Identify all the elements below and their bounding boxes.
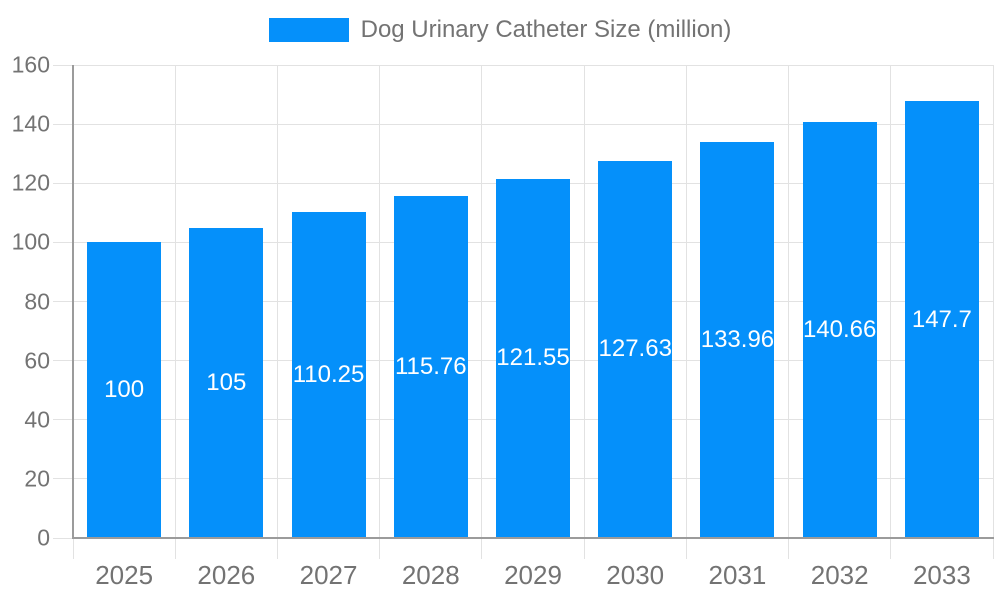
gridline-horizontal bbox=[73, 64, 993, 66]
y-axis-tick bbox=[53, 419, 73, 421]
gridline-vertical bbox=[992, 65, 994, 538]
y-axis-tick bbox=[53, 537, 73, 539]
x-axis-tick bbox=[379, 538, 381, 559]
y-axis-tick bbox=[53, 182, 73, 184]
bar-2027[interactable]: 110.25 bbox=[291, 212, 366, 538]
y-axis-tick bbox=[53, 123, 73, 125]
bar-value-label: 105 bbox=[206, 368, 247, 396]
x-axis-tick bbox=[685, 538, 687, 559]
bar-value-label: 133.96 bbox=[700, 325, 775, 353]
legend-label: Dog Urinary Catheter Size (million) bbox=[360, 16, 732, 43]
bar-2030[interactable]: 127.63 bbox=[598, 160, 673, 538]
y-axis-label: 0 bbox=[37, 524, 50, 551]
y-axis-label: 80 bbox=[24, 288, 50, 314]
y-axis-tick bbox=[53, 241, 73, 243]
x-axis-label: 2033 bbox=[912, 560, 971, 590]
x-axis-label: 2031 bbox=[708, 560, 767, 590]
x-axis-tick bbox=[481, 538, 483, 559]
bar-2026[interactable]: 105 bbox=[189, 227, 264, 538]
gridline-vertical bbox=[788, 65, 790, 538]
bar-2028[interactable]: 115.76 bbox=[393, 195, 468, 538]
y-axis-tick bbox=[53, 478, 73, 480]
bar-2029[interactable]: 121.55 bbox=[496, 178, 570, 538]
gridline-vertical bbox=[685, 65, 687, 538]
bar-value-label: 110.25 bbox=[292, 361, 365, 389]
bar-2025[interactable]: 100 bbox=[87, 242, 162, 538]
y-axis-tick bbox=[53, 360, 73, 362]
x-axis-tick bbox=[174, 538, 176, 559]
x-axis-tick bbox=[890, 538, 892, 559]
x-axis-label: 2028 bbox=[401, 560, 460, 590]
legend-swatch bbox=[268, 18, 349, 42]
x-axis-tick bbox=[276, 538, 278, 559]
x-axis-label: 2025 bbox=[95, 560, 154, 590]
x-axis-label: 2029 bbox=[504, 560, 562, 590]
bar-2031[interactable]: 133.96 bbox=[700, 141, 775, 538]
x-axis-tick bbox=[72, 538, 74, 559]
x-axis-label: 2027 bbox=[299, 560, 358, 590]
x-axis-label: 2026 bbox=[197, 560, 256, 590]
bar-2033[interactable]: 147.7 bbox=[904, 101, 979, 538]
y-axis-tick bbox=[53, 64, 73, 66]
gridline-vertical bbox=[379, 65, 381, 538]
gridline-vertical bbox=[890, 65, 892, 538]
y-axis-tick bbox=[53, 301, 73, 302]
x-axis-label: 2030 bbox=[606, 560, 665, 590]
y-axis-label: 20 bbox=[24, 465, 50, 492]
bar-value-label: 140.66 bbox=[802, 316, 877, 344]
bar-value-label: 115.76 bbox=[394, 352, 467, 380]
y-axis-label: 60 bbox=[24, 347, 50, 374]
y-axis-label: 140 bbox=[11, 110, 50, 137]
bar-value-label: 147.7 bbox=[911, 305, 972, 333]
y-axis-label: 120 bbox=[11, 169, 50, 196]
x-axis-line bbox=[72, 537, 994, 539]
y-axis-label: 100 bbox=[11, 228, 50, 255]
gridline-vertical bbox=[481, 65, 483, 538]
gridline-vertical bbox=[276, 65, 278, 538]
x-axis-tick bbox=[788, 538, 790, 559]
y-axis-label: 40 bbox=[24, 406, 50, 433]
chart-legend[interactable]: Dog Urinary Catheter Size (million) bbox=[0, 15, 1000, 45]
bar-value-label: 127.63 bbox=[598, 335, 672, 363]
gridline-vertical bbox=[583, 65, 585, 538]
bar-2032[interactable]: 140.66 bbox=[802, 122, 877, 538]
gridline-vertical bbox=[174, 65, 176, 538]
gridline-horizontal bbox=[73, 123, 993, 125]
y-axis-label: 160 bbox=[11, 51, 50, 78]
x-axis-tick bbox=[583, 538, 585, 559]
x-axis-label: 2032 bbox=[810, 560, 869, 590]
bar-value-label: 100 bbox=[104, 376, 145, 404]
y-axis-line bbox=[72, 65, 74, 539]
bar-value-label: 121.55 bbox=[496, 344, 570, 372]
x-axis-tick bbox=[992, 538, 994, 559]
